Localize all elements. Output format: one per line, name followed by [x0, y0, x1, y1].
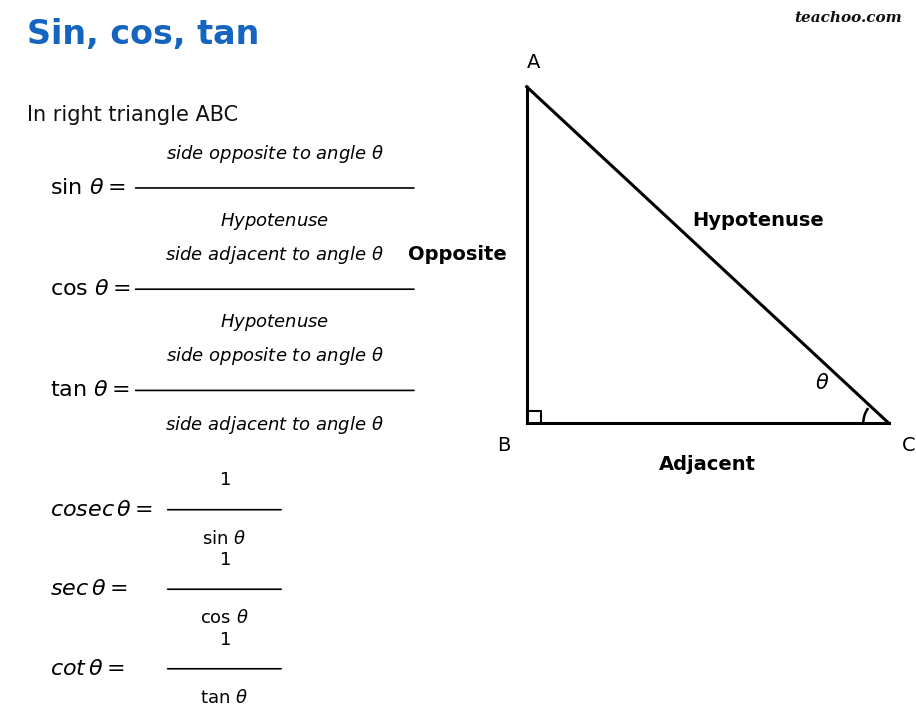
Text: Opposite: Opposite — [408, 245, 507, 265]
Text: $\mathit{Hypotenuse}$: $\mathit{Hypotenuse}$ — [220, 312, 330, 333]
Text: $1$: $1$ — [219, 471, 230, 489]
Text: A: A — [528, 54, 540, 72]
Text: $cot\,\theta =$: $cot\,\theta =$ — [50, 659, 125, 679]
Text: In right triangle ABC: In right triangle ABC — [27, 105, 238, 125]
Text: $\sin\,\theta$: $\sin\,\theta$ — [202, 530, 246, 548]
Text: $\cos\,\theta =$: $\cos\,\theta =$ — [50, 279, 131, 299]
Text: C: C — [902, 436, 916, 455]
Text: Hypotenuse: Hypotenuse — [692, 210, 823, 230]
Text: $\theta$: $\theta$ — [815, 372, 830, 393]
Text: $cosec\,\theta =$: $cosec\,\theta =$ — [50, 500, 154, 520]
Text: $1$: $1$ — [219, 551, 230, 569]
Text: $\tan\,\theta$: $\tan\,\theta$ — [201, 689, 248, 707]
Text: $\mathit{Hypotenuse}$: $\mathit{Hypotenuse}$ — [220, 211, 330, 232]
Text: $\mathit{side\ adjacent\ to\ angle\ \theta}$: $\mathit{side\ adjacent\ to\ angle\ \the… — [166, 414, 384, 435]
Text: $\cos\,\theta$: $\cos\,\theta$ — [200, 609, 249, 628]
Text: B: B — [496, 436, 510, 455]
Text: $1$: $1$ — [219, 630, 230, 649]
Text: Sin, cos, tan: Sin, cos, tan — [27, 18, 260, 51]
Text: $\mathit{side\ opposite\ to\ angle\ \theta}$: $\mathit{side\ opposite\ to\ angle\ \the… — [166, 143, 384, 165]
Text: teachoo.com: teachoo.com — [794, 11, 902, 25]
Text: $\mathit{side\ opposite\ to\ angle\ \theta}$: $\mathit{side\ opposite\ to\ angle\ \the… — [166, 346, 384, 367]
Text: $\tan\,\theta =$: $\tan\,\theta =$ — [50, 380, 130, 401]
Text: $\mathit{side\ adjacent\ to\ angle\ \theta}$: $\mathit{side\ adjacent\ to\ angle\ \the… — [166, 244, 384, 266]
Text: $\sin\,\theta =$: $\sin\,\theta =$ — [50, 178, 125, 198]
Text: $sec\,\theta =$: $sec\,\theta =$ — [50, 579, 127, 599]
Text: Adjacent: Adjacent — [660, 455, 756, 474]
